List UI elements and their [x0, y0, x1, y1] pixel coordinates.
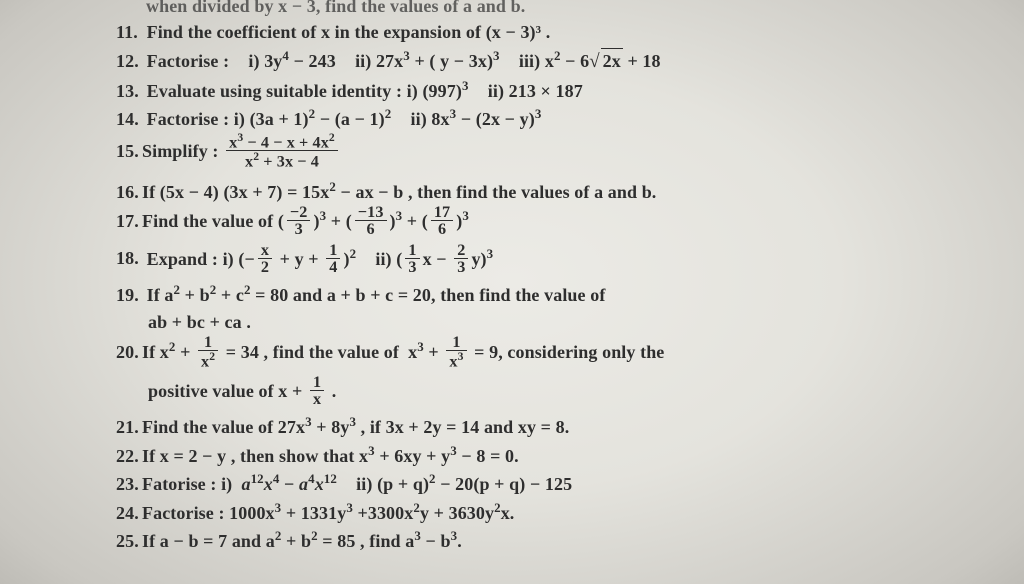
problem-text: Factorise :	[147, 109, 230, 129]
problem-number: 21.	[116, 415, 142, 439]
part-label: i)	[407, 81, 418, 101]
part-label: ii)	[411, 109, 427, 129]
partial-line-top: when divided by x − 3, find the values o…	[116, 0, 954, 18]
problem-16: 16.If (5x − 4) (3x + 7) = 15x2 − ax − b …	[116, 178, 954, 204]
part-label: ii)	[355, 51, 371, 71]
problem-text: Simplify :	[142, 141, 219, 161]
problem-15: 15.Simplify : x3 − 4 − x + 4x2 x2 + 3x −…	[116, 134, 954, 172]
part-label: iii)	[519, 51, 540, 71]
part-label: ii)	[356, 474, 372, 494]
problem-number: 18.	[116, 246, 142, 270]
problem-17: 17.Find the value of (−23)3 + (−136)3 + …	[116, 206, 954, 239]
part-label: ii)	[375, 248, 391, 268]
partial-text: when divided by x − 3, find the values o…	[146, 0, 525, 16]
part-label: i)	[234, 109, 245, 129]
problem-text: Find the coefficient of x in the expansi…	[147, 22, 551, 42]
problem-text: Expand :	[147, 248, 218, 268]
problem-24: 24.Factorise : 1000x3 + 1331y3 +3300x2y …	[116, 499, 954, 525]
problem-14: 14. Factorise : i) (3a + 1)2 − (a − 1)2 …	[116, 105, 954, 131]
part-label: ii)	[488, 81, 504, 101]
problem-text: Factorise :	[147, 51, 230, 71]
problem-text: Fatorise :	[142, 474, 216, 494]
problem-list: when divided by x − 3, find the values o…	[116, 0, 954, 556]
problem-22: 22.If x = 2 − y , then show that x3 + 6x…	[116, 442, 954, 468]
problem-number: 12.	[116, 49, 142, 73]
part-label: i)	[221, 474, 232, 494]
problem-20-line2: positive value of x + 1x .	[116, 376, 954, 409]
problem-19-line2: ab + bc + ca .	[116, 310, 954, 334]
problem-number: 20.	[116, 340, 142, 364]
problem-number: 16.	[116, 180, 142, 204]
part-label: i)	[248, 51, 259, 71]
problem-11: 11. Find the coefficient of x in the exp…	[116, 20, 954, 44]
worksheet-page: when divided by x − 3, find the values o…	[0, 0, 1024, 584]
problem-12: 12. Factorise : i) 3y4 − 243 ii) 27x3 + …	[116, 47, 954, 75]
part-label: i)	[223, 248, 234, 268]
problem-text: Find the value of	[142, 211, 273, 231]
problem-number: 25.	[116, 529, 142, 553]
problem-number: 19.	[116, 283, 142, 307]
problem-text: Evaluate using suitable identity :	[147, 81, 402, 101]
problem-19-line1: 19. If a2 + b2 + c2 = 80 and a + b + c =…	[116, 281, 954, 307]
problem-number: 14.	[116, 107, 142, 131]
problem-25: 25.If a − b = 7 and a2 + b2 = 85 , find …	[116, 527, 954, 553]
problem-21: 21.Find the value of 27x3 + 8y3 , if 3x …	[116, 413, 954, 439]
problem-18: 18. Expand : i) (−x2 + y + 14)2 ii) (13x…	[116, 244, 954, 277]
problem-number: 23.	[116, 472, 142, 496]
fraction: x3 − 4 − x + 4x2 x2 + 3x − 4	[226, 132, 338, 170]
problem-20-line1: 20.If x2 + 1x2 = 34 , find the value of …	[116, 336, 954, 372]
problem-13: 13. Evaluate using suitable identity : i…	[116, 77, 954, 103]
problem-number: 15.	[116, 139, 142, 163]
problem-number: 11.	[116, 20, 142, 44]
problem-number: 22.	[116, 444, 142, 468]
problem-23: 23.Fatorise : i) a12x4 − a4x12 ii) (p + …	[116, 470, 954, 496]
problem-number: 17.	[116, 209, 142, 233]
problem-number: 13.	[116, 79, 142, 103]
problem-number: 24.	[116, 501, 142, 525]
